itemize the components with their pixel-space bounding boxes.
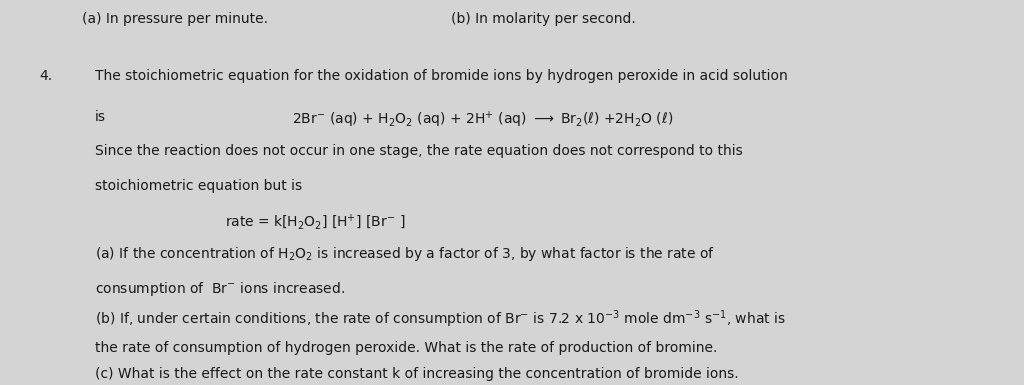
Text: (b) In molarity per second.: (b) In molarity per second. [451, 12, 635, 25]
Text: consumption of  Br$^{-}$ ions increased.: consumption of Br$^{-}$ ions increased. [95, 280, 345, 298]
Text: 4.: 4. [39, 69, 52, 83]
Text: (a) If the concentration of H$_2$O$_2$ is increased by a factor of 3, by what fa: (a) If the concentration of H$_2$O$_2$ i… [95, 245, 716, 263]
Text: stoichiometric equation but is: stoichiometric equation but is [95, 179, 302, 193]
Text: is: is [95, 110, 106, 124]
Text: rate = k[H$_2$O$_2$] [H$^{+}$] [Br$^{-}$ ]: rate = k[H$_2$O$_2$] [H$^{+}$] [Br$^{-}$… [225, 213, 406, 232]
Text: Since the reaction does not occur in one stage, the rate equation does not corre: Since the reaction does not occur in one… [95, 144, 743, 158]
Text: (a) In pressure per minute.: (a) In pressure per minute. [82, 12, 268, 25]
Text: (c) What is the effect on the rate constant k of increasing the concentration of: (c) What is the effect on the rate const… [95, 367, 739, 380]
Text: 2Br$^{-}$ (aq) + H$_2$O$_2$ (aq) + 2H$^{+}$ (aq) $\longrightarrow$ Br$_2$($\ell$: 2Br$^{-}$ (aq) + H$_2$O$_2$ (aq) + 2H$^{… [292, 110, 673, 130]
Text: (b) If, under certain conditions, the rate of consumption of Br$^{-}$ is 7.2 x 1: (b) If, under certain conditions, the ra… [95, 308, 786, 330]
Text: the rate of consumption of hydrogen peroxide. What is the rate of production of : the rate of consumption of hydrogen pero… [95, 341, 718, 355]
Text: The stoichiometric equation for the oxidation of bromide ions by hydrogen peroxi: The stoichiometric equation for the oxid… [95, 69, 788, 83]
